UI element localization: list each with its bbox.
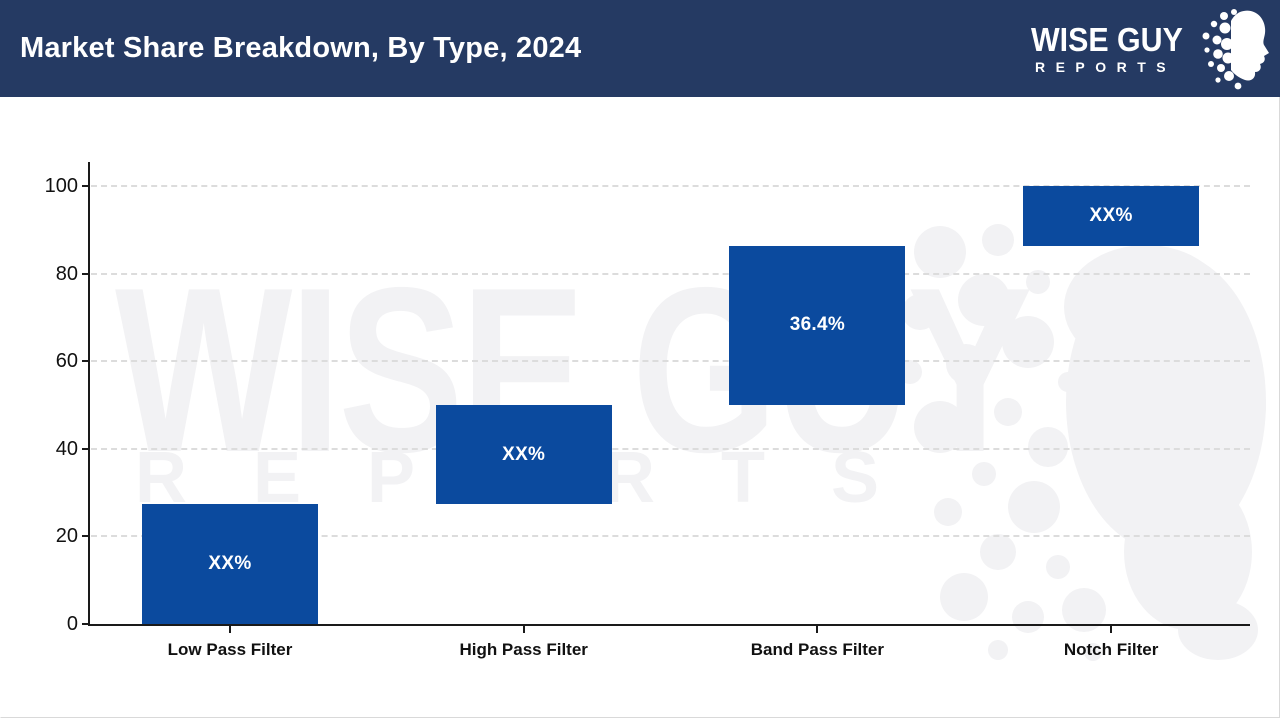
y-tick-mark [82, 360, 89, 363]
bar: XX% [142, 504, 318, 624]
bar-value-label: 36.4% [789, 314, 846, 336]
x-tick-mark [816, 626, 819, 633]
y-tick-label: 0 [66, 613, 78, 635]
x-tick-mark [229, 626, 231, 633]
gridline [91, 185, 1250, 187]
y-tick-mark [82, 447, 89, 450]
logo-wordmark: WISE GUY [1030, 20, 1183, 58]
y-tick-label: 100 [44, 175, 78, 197]
gridline [91, 360, 1250, 363]
gridline [91, 272, 1250, 275]
bar: XX% [435, 405, 612, 505]
logo-face-icon [1202, 8, 1269, 89]
gridline [91, 447, 1250, 450]
y-axis-spine [88, 162, 90, 626]
x-axis-label: Low Pass Filter [167, 640, 293, 659]
logo-text: WISE GUY REPORTS [1031, 23, 1196, 75]
y-tick-label: 40 [55, 437, 78, 460]
y-tick-label: 80 [55, 262, 78, 285]
bar: 36.4% [729, 245, 906, 405]
bar: XX% [1023, 186, 1200, 246]
x-axis-spine [88, 624, 1250, 626]
x-tick-mark [1110, 626, 1113, 633]
y-tick-label: 60 [55, 350, 78, 373]
y-tick-mark [82, 623, 89, 625]
y-tick-mark [82, 185, 89, 187]
y-tick-label: 20 [55, 525, 78, 548]
bar-value-label: XX% [208, 553, 252, 575]
x-axis-label: High Pass Filter [459, 640, 588, 659]
header-bar: Market Share Breakdown, By Type, 2024 WI… [0, 0, 1280, 97]
watermark-face-icon [898, 224, 1266, 661]
wise-guy-logo: WISE GUY REPORTS [1031, 6, 1272, 92]
x-tick-mark [522, 626, 525, 633]
y-tick-mark [82, 535, 89, 538]
gridline [91, 535, 1250, 538]
page-title: Market Share Breakdown, By Type, 2024 [20, 32, 582, 64]
y-tick-mark [82, 272, 89, 275]
bar-value-label: XX% [502, 443, 546, 465]
x-axis-label: Band Pass Filter [750, 640, 884, 659]
bar-value-label: XX% [1089, 204, 1133, 226]
x-axis-label: Notch Filter [1063, 640, 1159, 659]
logo-subtitle: REPORTS [1034, 58, 1177, 75]
